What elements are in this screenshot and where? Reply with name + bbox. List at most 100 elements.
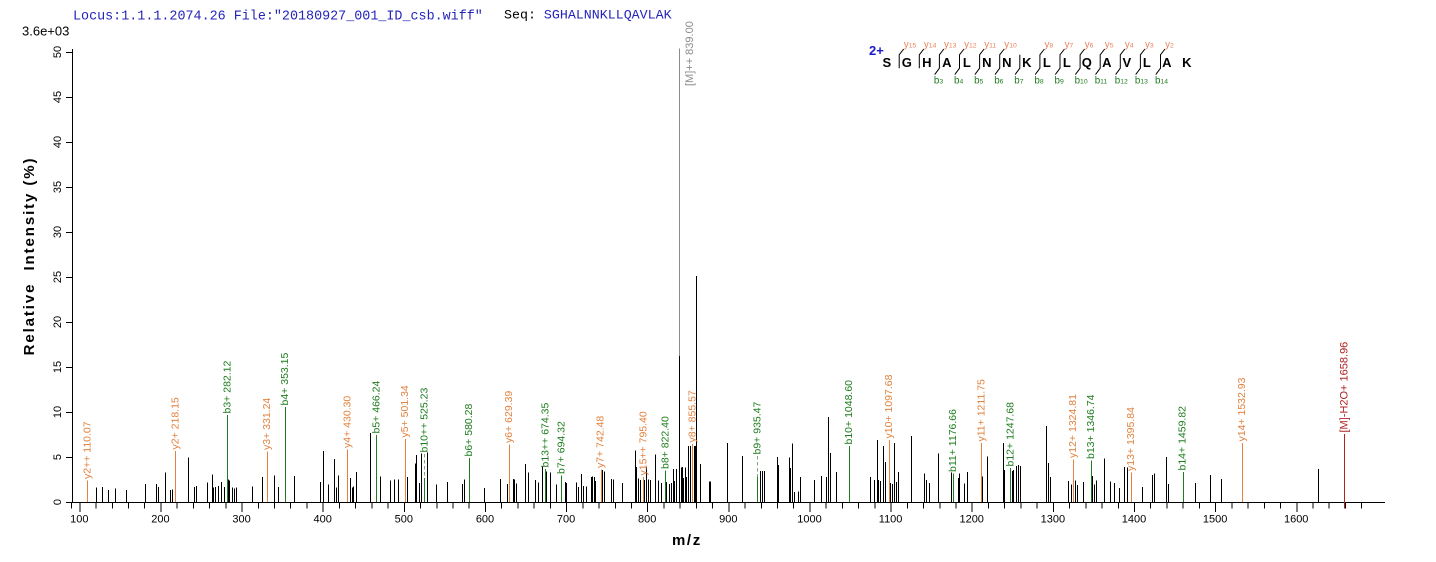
svg-text:10: 10 (52, 406, 64, 418)
svg-text:b5+ 466.24: b5+ 466.24 (371, 380, 383, 433)
svg-text:b13: b13 (1135, 75, 1148, 86)
svg-text:b10+ 1048.60: b10+ 1048.60 (843, 380, 855, 445)
svg-text:y8: y8 (1045, 40, 1054, 51)
svg-text:b9+ 935.47: b9+ 935.47 (751, 401, 763, 454)
svg-text:b12+ 1247.68: b12+ 1247.68 (1005, 402, 1017, 467)
svg-text:L: L (963, 55, 971, 70)
svg-text:b4: b4 (954, 75, 963, 86)
svg-text:40: 40 (52, 136, 64, 148)
svg-text:20: 20 (52, 316, 64, 328)
svg-text:400: 400 (314, 513, 332, 525)
svg-text:L: L (1043, 55, 1051, 70)
svg-text:y5: y5 (1105, 40, 1114, 51)
svg-text:y3: y3 (1145, 40, 1154, 51)
svg-text:1200: 1200 (959, 513, 983, 525)
svg-text:1400: 1400 (1122, 513, 1146, 525)
svg-text:b9: b9 (1055, 75, 1064, 86)
svg-text:b7+ 694.32: b7+ 694.32 (556, 421, 568, 474)
svg-text:y2++ 110.07: y2++ 110.07 (82, 421, 94, 479)
svg-text:200: 200 (151, 513, 169, 525)
svg-text:45: 45 (52, 91, 64, 103)
svg-text:y14: y14 (924, 40, 937, 51)
svg-text:b10: b10 (1075, 75, 1088, 86)
svg-text:b3+ 282.12: b3+ 282.12 (221, 360, 233, 413)
svg-text:700: 700 (557, 513, 575, 525)
svg-text:y7: y7 (1065, 40, 1074, 51)
svg-text:S: S (882, 55, 891, 70)
svg-text:y13: y13 (944, 40, 957, 51)
svg-text:V: V (1122, 55, 1131, 70)
svg-text:Relative Intensity (%): Relative Intensity (%) (21, 157, 38, 356)
svg-text:y7+ 742.48: y7+ 742.48 (595, 416, 607, 468)
svg-text:1600: 1600 (1284, 513, 1308, 525)
svg-text:b8: b8 (1034, 75, 1043, 86)
svg-text:G: G (902, 55, 912, 70)
svg-text:H: H (922, 55, 931, 70)
svg-text:50: 50 (52, 46, 64, 58)
svg-text:b11: b11 (1095, 75, 1108, 86)
svg-text:0: 0 (52, 499, 64, 505)
svg-text:600: 600 (476, 513, 494, 525)
svg-text:25: 25 (52, 271, 64, 283)
svg-text:b7: b7 (1014, 75, 1023, 86)
svg-text:800: 800 (638, 513, 656, 525)
svg-text:L: L (1063, 55, 1071, 70)
svg-text:y15++ 795.40: y15++ 795.40 (638, 411, 650, 475)
svg-text:y4: y4 (1125, 40, 1134, 51)
svg-text:b4+ 353.15: b4+ 353.15 (279, 352, 291, 405)
svg-text:Q: Q (1082, 55, 1092, 70)
svg-text:y15: y15 (904, 40, 917, 51)
svg-text:500: 500 (395, 513, 413, 525)
svg-text:y11+ 1211.75: y11+ 1211.75 (976, 379, 988, 442)
svg-text:L: L (1143, 55, 1151, 70)
svg-text:1500: 1500 (1203, 513, 1227, 525)
svg-text:y4+ 430.30: y4+ 430.30 (342, 396, 354, 448)
svg-text:[M]-H2O+ 1658.96: [M]-H2O+ 1658.96 (1338, 342, 1350, 433)
svg-text:A: A (942, 55, 952, 70)
svg-text:y10: y10 (1004, 40, 1017, 51)
svg-text:b14: b14 (1155, 75, 1168, 86)
svg-text:y14+ 1532.93: y14+ 1532.93 (1236, 377, 1248, 441)
svg-text:y2+ 218.15: y2+ 218.15 (169, 397, 181, 449)
svg-text:15: 15 (52, 361, 64, 373)
svg-text:Locus:1.1.1.2074.26 File:"2018: Locus:1.1.1.2074.26 File:"20180927_001_I… (73, 10, 483, 25)
svg-text:b3: b3 (934, 75, 943, 86)
svg-text:1300: 1300 (1041, 513, 1065, 525)
svg-text:y3+ 331.24: y3+ 331.24 (261, 398, 273, 450)
svg-text:y2: y2 (1165, 40, 1174, 51)
svg-text:m/z: m/z (672, 532, 702, 549)
svg-text:A: A (1162, 55, 1172, 70)
svg-text:1100: 1100 (879, 513, 903, 525)
svg-text:y8+ 855.57: y8+ 855.57 (687, 390, 699, 442)
svg-text:30: 30 (52, 226, 64, 238)
svg-text:100: 100 (70, 513, 88, 525)
svg-text:b14+ 1459.82: b14+ 1459.82 (1177, 406, 1189, 471)
svg-text:900: 900 (719, 513, 737, 525)
svg-text:N: N (1002, 55, 1011, 70)
svg-text:b8+ 822.40: b8+ 822.40 (660, 416, 672, 469)
svg-text:K: K (1022, 55, 1032, 70)
svg-text:b10++ 525.23: b10++ 525.23 (419, 388, 431, 453)
svg-text:A: A (1102, 55, 1112, 70)
svg-text:y6: y6 (1085, 40, 1094, 51)
svg-text:b13++ 674.35: b13++ 674.35 (540, 403, 552, 468)
svg-text:N: N (982, 55, 991, 70)
svg-text:b6+ 580.28: b6+ 580.28 (463, 403, 475, 456)
svg-text:5: 5 (52, 454, 64, 460)
svg-text:b13+ 1346.74: b13+ 1346.74 (1085, 394, 1097, 459)
svg-text:b12: b12 (1115, 75, 1128, 86)
svg-text:1000: 1000 (797, 513, 821, 525)
svg-text:y11: y11 (984, 40, 996, 51)
svg-text:300: 300 (232, 513, 250, 525)
svg-text:[M]++ 839.00: [M]++ 839.00 (684, 21, 696, 86)
svg-text:b11+ 1176.66: b11+ 1176.66 (947, 409, 959, 472)
svg-text:y13+ 1395.84: y13+ 1395.84 (1125, 407, 1137, 471)
svg-text:35: 35 (52, 181, 64, 193)
svg-text:y12: y12 (964, 40, 977, 51)
svg-text:y6+ 629.39: y6+ 629.39 (503, 391, 515, 443)
svg-text:2+: 2+ (869, 43, 884, 58)
svg-text:y5+ 501.34: y5+ 501.34 (399, 385, 411, 437)
svg-text:K: K (1182, 55, 1192, 70)
svg-text:Seq: SGHALNNKLLQAVLAK: Seq: SGHALNNKLLQAVLAK (504, 8, 672, 23)
svg-text:y12+ 1324.81: y12+ 1324.81 (1067, 394, 1079, 458)
